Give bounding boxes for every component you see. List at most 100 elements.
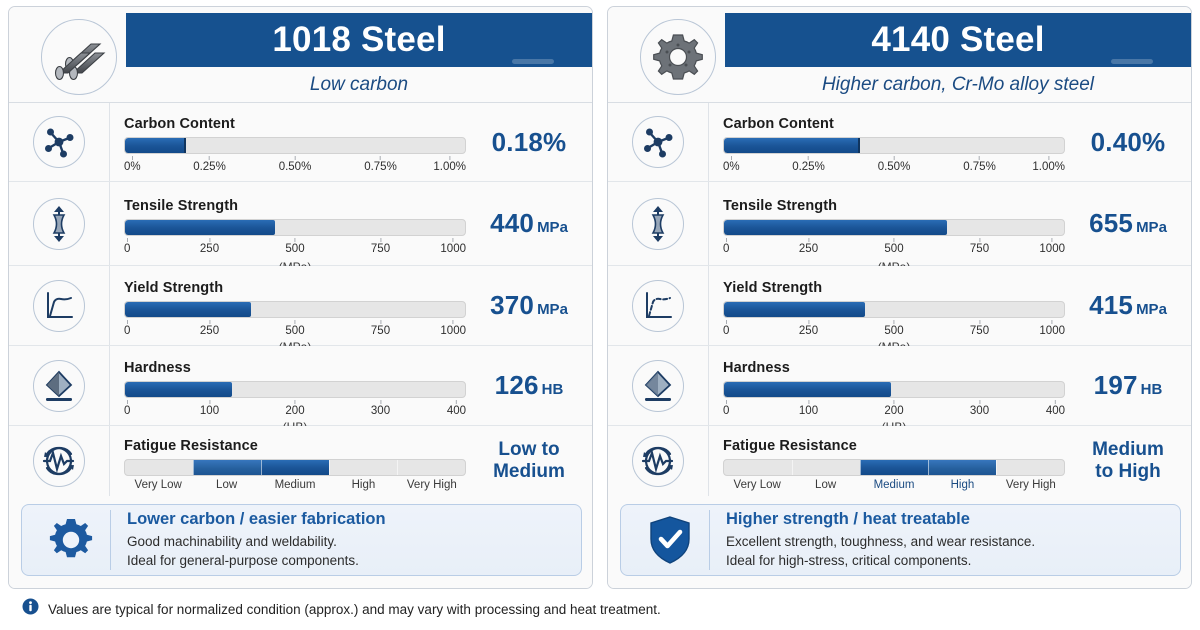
fatigue-segment bbox=[193, 459, 261, 475]
metric-bar-track bbox=[723, 137, 1065, 154]
fatigue-segment-label: High bbox=[351, 478, 376, 491]
metric-bar-fill bbox=[125, 138, 187, 153]
axis-tick: 750 bbox=[970, 319, 989, 337]
axis-tick: 500 bbox=[285, 319, 305, 337]
callout-line-1: Good machinability and weldability. bbox=[127, 533, 337, 549]
axis-tick: 0.50% bbox=[279, 156, 311, 173]
axis-tick: 1000 bbox=[440, 237, 466, 255]
axis-tick: 200 bbox=[884, 399, 904, 417]
fatigue-value: Medium to High bbox=[1073, 439, 1191, 484]
fatigue-segment bbox=[329, 459, 397, 475]
axis-ticks: 0 100 200 300 400 bbox=[723, 399, 1065, 418]
steel-bars-icon bbox=[35, 18, 123, 96]
tension-arrows-icon bbox=[608, 197, 708, 250]
axis-tick: 1000 bbox=[440, 319, 466, 337]
axis-tick: 0.25% bbox=[792, 156, 825, 173]
fatigue-segments bbox=[124, 458, 466, 476]
axis-tick: 0 bbox=[723, 319, 729, 337]
info-icon bbox=[22, 598, 39, 620]
metric-bar-track bbox=[124, 380, 466, 398]
metric-label: Hardness bbox=[124, 359, 191, 376]
axis-tick: 0% bbox=[723, 156, 740, 173]
metric-label: Tensile Strength bbox=[723, 197, 838, 214]
axis-tick: 250 bbox=[200, 319, 219, 337]
metric-label: Fatigue Resistance bbox=[723, 437, 857, 454]
metric-value-unit: % bbox=[1142, 126, 1166, 157]
title-banner: 1018 Steel bbox=[126, 13, 592, 67]
axis-tick: 100 bbox=[200, 399, 219, 417]
axis-ticks: 0 250 500 750 1000 bbox=[723, 319, 1065, 338]
molecule-icon bbox=[608, 116, 708, 168]
callout-text: Lower carbon / easier fabrication Good m… bbox=[110, 509, 386, 571]
metric-value: 126 HB bbox=[474, 370, 592, 401]
metric-body: Carbon Content 0% 0.25% 0.50% 0.75% 1.00% bbox=[109, 103, 474, 181]
metric-value-unit: % bbox=[543, 126, 567, 157]
banner-sheen bbox=[1111, 59, 1153, 64]
fatigue-segment-label: Low bbox=[216, 478, 238, 491]
metric-row-fatigue: Fatigue Resistance Very Low Low Medium High… bbox=[608, 426, 1191, 496]
axis-tick: 500 bbox=[285, 237, 305, 255]
metric-bar-track bbox=[723, 380, 1065, 398]
axis-tick: 750 bbox=[371, 319, 390, 337]
axis-tick: 750 bbox=[970, 237, 989, 255]
axis-tick: 250 bbox=[799, 319, 818, 337]
title-banner: 4140 Steel bbox=[725, 13, 1191, 67]
footer-note-text: Values are typical for normalized condit… bbox=[48, 601, 661, 617]
gear-icon bbox=[32, 516, 110, 564]
metric-value-unit: MPa bbox=[537, 219, 568, 236]
fatigue-segment bbox=[397, 459, 465, 475]
axis-tick: 1000 bbox=[1039, 237, 1065, 255]
axis-tick: 0 bbox=[124, 237, 130, 255]
metric-value: 197 HB bbox=[1073, 370, 1191, 401]
axis-tick: 100 bbox=[799, 399, 818, 417]
steel-card-1018: 1018 Steel Low carbon bbox=[8, 6, 593, 589]
metric-bar-fill bbox=[125, 381, 233, 397]
axis-ticks: 0 250 500 750 1000 bbox=[124, 237, 466, 256]
banner-sheen bbox=[512, 59, 554, 64]
axis-tick: 300 bbox=[970, 399, 989, 417]
metric-value: 440 MPa bbox=[474, 208, 592, 239]
metric-bar-fill bbox=[125, 301, 251, 317]
fatigue-segment-label: Very High bbox=[1005, 478, 1056, 491]
fatigue-segment-label: High bbox=[950, 478, 975, 491]
axis-tick: 750 bbox=[371, 237, 390, 255]
metric-bar-track bbox=[723, 300, 1065, 318]
fatigue-segment-label: Medium bbox=[873, 478, 915, 491]
fatigue-segment bbox=[792, 459, 860, 475]
axis-tick: 1000 bbox=[1039, 319, 1065, 337]
metric-value-unit: MPa bbox=[537, 301, 568, 318]
fatigue-segment bbox=[860, 459, 928, 475]
axis-tick: 0.75% bbox=[364, 156, 397, 173]
fatigue-segment bbox=[261, 459, 329, 475]
metric-body: Carbon Content 0% 0.25% 0.50% 0.75% 1.00% bbox=[708, 103, 1073, 181]
axis-tick: 250 bbox=[200, 237, 219, 255]
metric-value-unit: HB bbox=[1140, 381, 1163, 398]
axis-ticks: 0% 0.25% 0.50% 0.75% 1.00% bbox=[723, 156, 1065, 174]
indenter-icon bbox=[608, 359, 708, 412]
axis-tick: 200 bbox=[285, 399, 305, 417]
metric-value-unit: HB bbox=[541, 381, 564, 398]
axis-tick: 0 bbox=[723, 399, 729, 417]
axis-ticks: 0% 0.25% 0.50% 0.75% 1.00% bbox=[124, 156, 466, 174]
metric-bar-track bbox=[124, 218, 466, 236]
metric-value-number: 415 bbox=[1089, 290, 1134, 320]
fatigue-segment bbox=[996, 459, 1064, 475]
callout-line-2: Ideal for general-purpose components. bbox=[127, 553, 359, 568]
gear-solid-icon bbox=[634, 18, 722, 96]
metric-bar-track bbox=[124, 300, 466, 318]
axis-tick: 1.00% bbox=[433, 156, 466, 173]
metric-bar-fill bbox=[724, 219, 947, 235]
metric-value-unit: MPa bbox=[1136, 219, 1167, 236]
stress-strain-curve-icon bbox=[9, 279, 109, 332]
axis-tick: 0 bbox=[124, 319, 130, 337]
metric-value-number: 197 bbox=[1093, 370, 1138, 400]
metric-label: Carbon Content bbox=[124, 116, 235, 132]
axis-tick: 0.75% bbox=[963, 156, 996, 173]
